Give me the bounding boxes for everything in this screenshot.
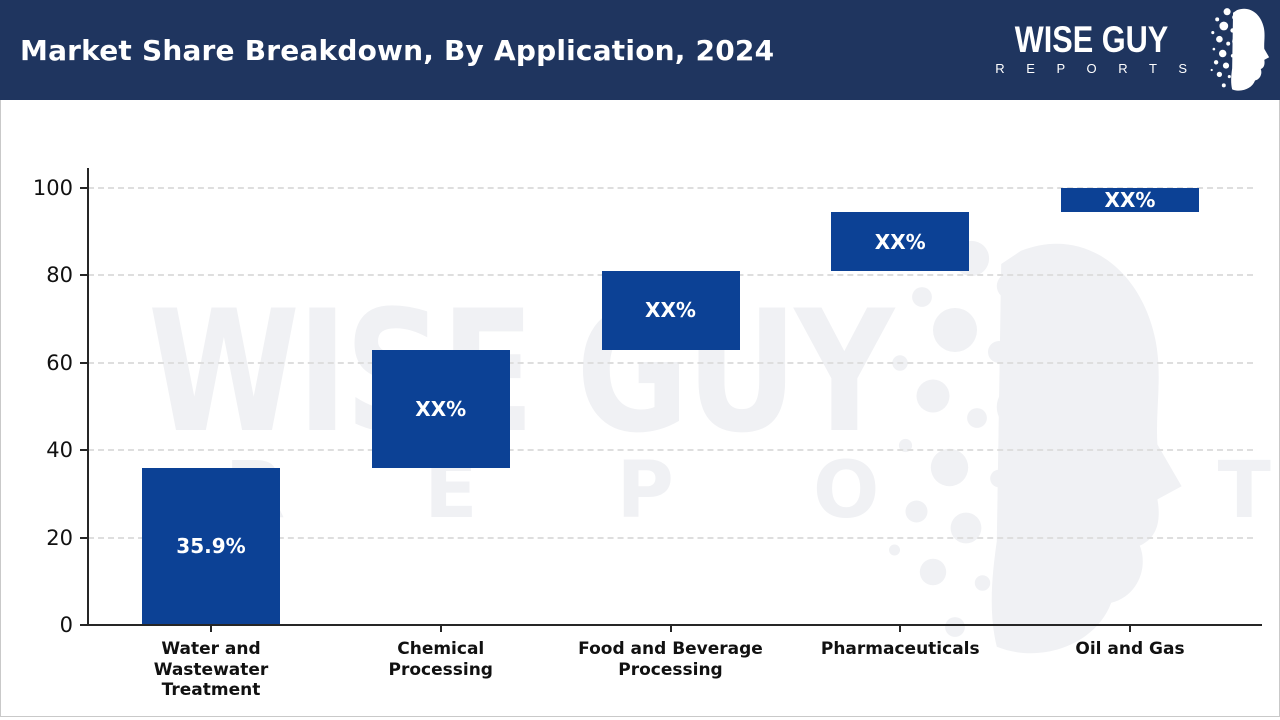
y-tick-label: 80 <box>46 263 73 287</box>
logo-text: WISE GUY R E P O R T S <box>986 21 1196 76</box>
y-tick-mark <box>80 274 87 276</box>
wise-guy-logo: WISE GUY R E P O R T S <box>986 4 1274 92</box>
bar-3: XX% <box>601 271 740 350</box>
category-label-2: Chemical Processing <box>388 639 493 680</box>
header-bar: Market Share Breakdown, By Application, … <box>0 0 1280 100</box>
gridline-100 <box>88 186 1253 189</box>
bar-5: XX% <box>1061 187 1199 213</box>
y-tick-label: 100 <box>32 175 73 200</box>
y-tick-mark <box>80 536 87 539</box>
x-axis-line <box>87 624 1262 626</box>
y-tick-mark <box>80 186 87 189</box>
category-label-3: Food and Beverage Processing <box>578 639 763 680</box>
x-tick-mark <box>899 625 902 632</box>
x-tick-mark <box>669 625 672 632</box>
x-tick-mark <box>1129 625 1131 632</box>
gridline-20 <box>88 536 1253 539</box>
bar-label: XX% <box>415 396 467 421</box>
category-label-1: Water and Wastewater Treatment <box>153 639 269 701</box>
bar-label: XX% <box>874 229 926 254</box>
bar-4: XX% <box>831 212 970 271</box>
bar-label: XX% <box>1104 187 1156 212</box>
x-tick-mark <box>439 625 442 632</box>
bar-label: 35.9% <box>176 534 246 559</box>
y-axis-line <box>87 168 89 626</box>
y-tick-label: 60 <box>46 350 73 375</box>
bar-label: XX% <box>645 298 696 323</box>
y-tick-label: 40 <box>46 438 73 462</box>
gridline-40 <box>88 449 1253 451</box>
gridline-60 <box>88 361 1253 364</box>
bar-2: XX% <box>371 349 510 468</box>
watermark-head-icon <box>856 210 1186 670</box>
watermark-wordmark: WISE GUY <box>148 274 894 470</box>
x-tick-mark <box>210 625 212 632</box>
page-title: Market Share Breakdown, By Application, … <box>20 33 775 67</box>
y-tick-label: 0 <box>59 613 73 637</box>
y-tick-mark <box>80 624 87 626</box>
head-profile-icon <box>1200 4 1274 92</box>
category-label-4: Pharmaceuticals <box>820 639 980 659</box>
logo-wordmark: WISE GUY <box>1014 18 1168 60</box>
y-tick-mark <box>80 361 87 364</box>
y-tick-label: 20 <box>46 525 73 550</box>
chart-figure: WISE GUY R E P O R T S 02040608010035.9%… <box>0 100 1280 720</box>
logo-subtitle: R E P O R T S <box>995 60 1196 76</box>
y-tick-mark <box>80 449 87 451</box>
category-label-5: Oil and Gas <box>1075 639 1185 659</box>
bar-1: 35.9% <box>142 467 280 625</box>
